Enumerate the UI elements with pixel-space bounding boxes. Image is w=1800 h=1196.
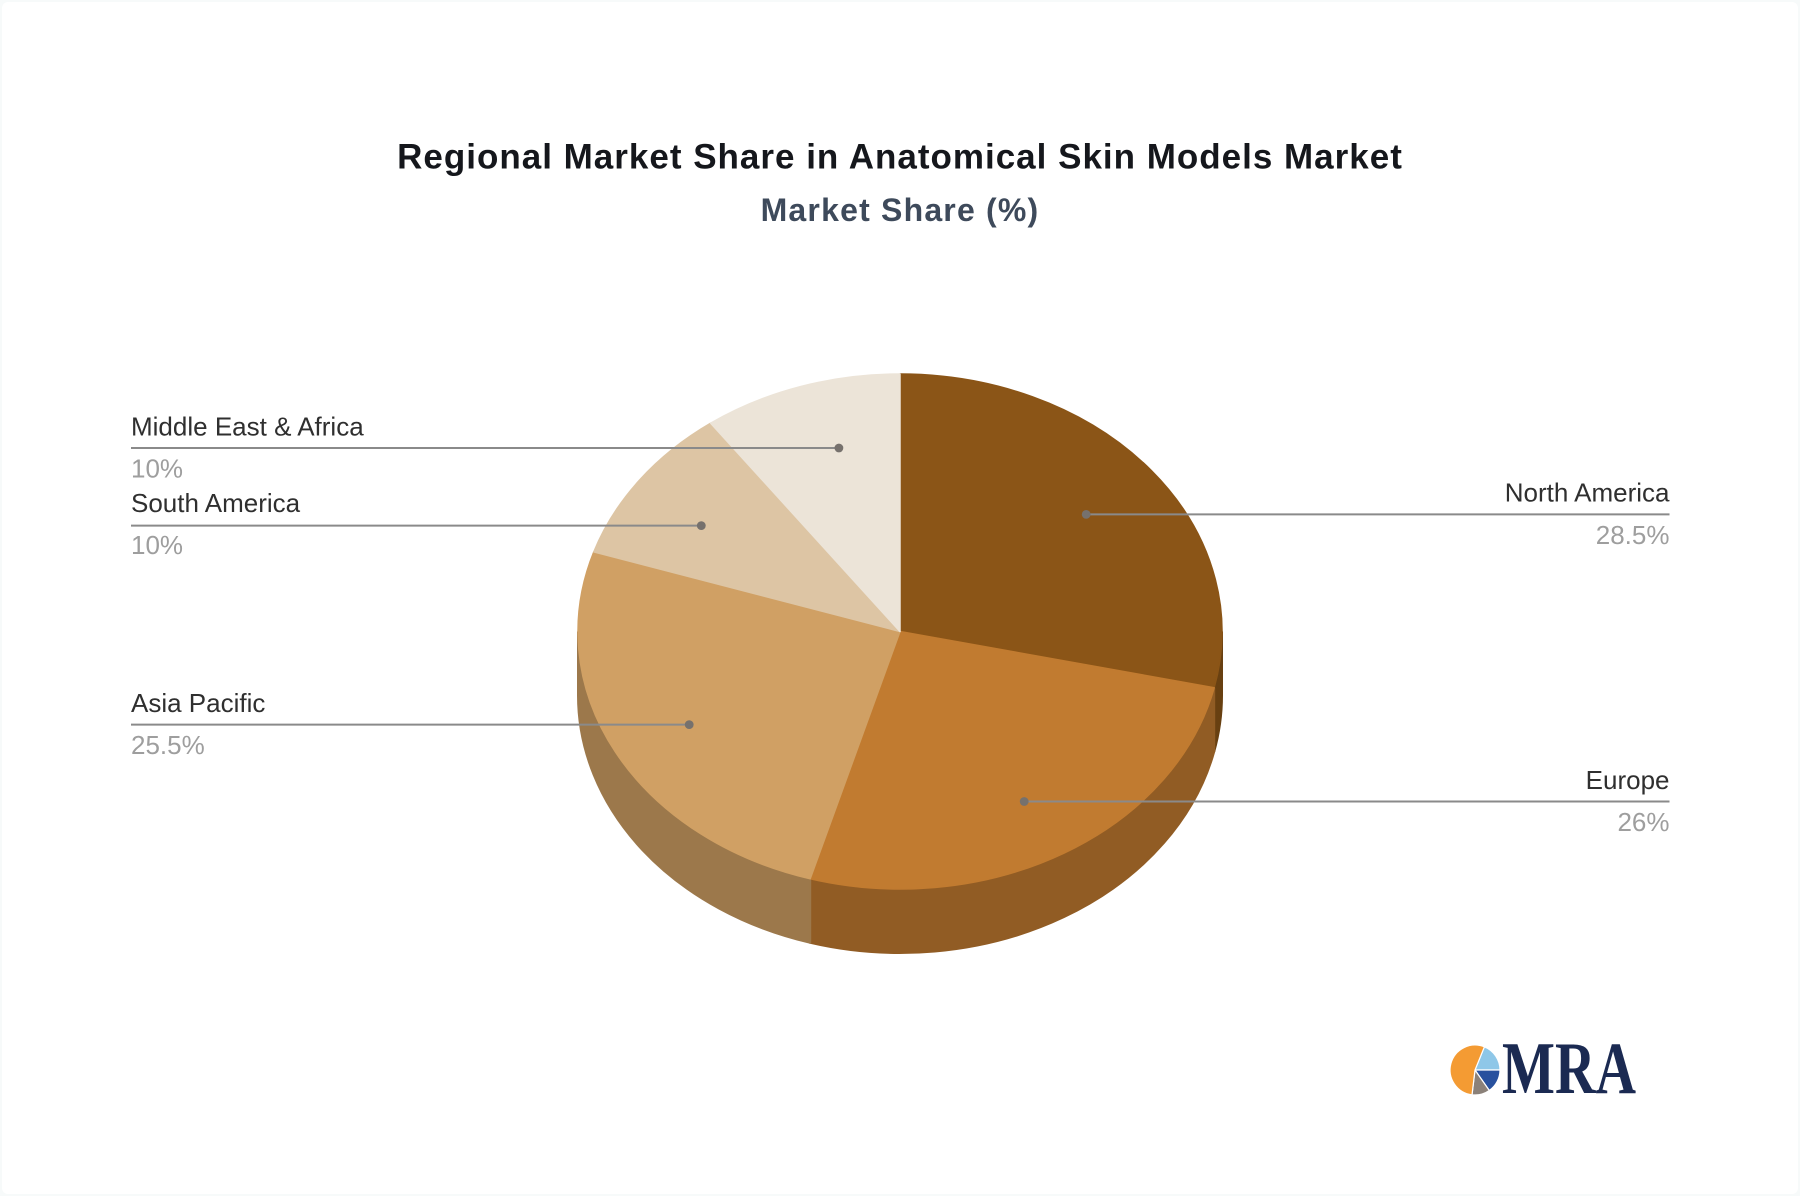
- svg-text:Middle East & Africa: Middle East & Africa: [131, 411, 364, 441]
- svg-text:MRA: MRA: [1502, 1028, 1636, 1110]
- svg-text:10%: 10%: [131, 530, 183, 560]
- svg-text:28.5%: 28.5%: [1596, 520, 1670, 550]
- svg-text:North America: North America: [1505, 478, 1670, 508]
- svg-text:Asia Pacific: Asia Pacific: [131, 688, 265, 718]
- svg-text:Market Share (%): Market Share (%): [761, 192, 1040, 228]
- svg-text:25.5%: 25.5%: [131, 730, 205, 760]
- svg-text:26%: 26%: [1617, 807, 1669, 837]
- svg-text:Europe: Europe: [1586, 765, 1670, 795]
- svg-text:Regional Market Share in Anato: Regional Market Share in Anatomical Skin…: [397, 138, 1403, 177]
- svg-text:South America: South America: [131, 488, 301, 518]
- svg-text:10%: 10%: [131, 454, 183, 484]
